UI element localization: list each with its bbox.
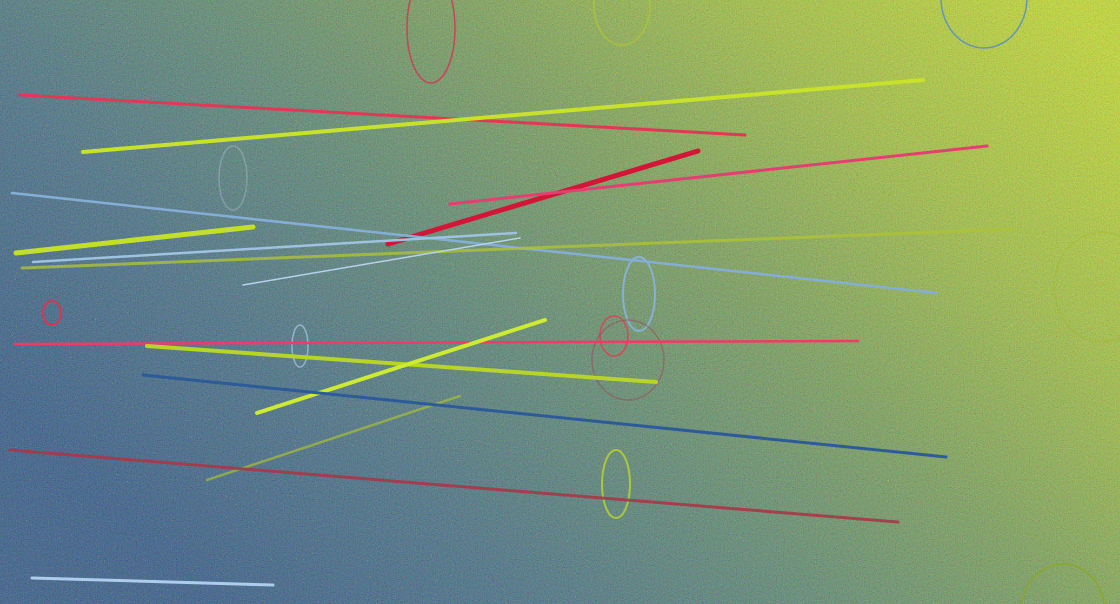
chartreuse-line-top-long	[81, 78, 925, 154]
yellow-ellipse-right-faint	[1053, 231, 1120, 343]
yellow-ellipse-bottom	[601, 449, 631, 519]
red-ellipse-mid	[599, 315, 629, 357]
yellow-ellipse-top-faint	[593, 0, 651, 46]
darkblue-line-long	[141, 373, 948, 459]
olive-circle-bottom-right	[1020, 563, 1106, 604]
steelblue-line-long	[10, 191, 938, 295]
pink-line-flat-mid	[13, 339, 860, 346]
lightblue-line-bottom	[30, 576, 275, 587]
olive-line-rising-dim	[205, 394, 462, 482]
lines-layer	[8, 78, 1017, 587]
ellipses-layer	[42, 0, 1120, 604]
pale-ellipse-left-faint	[218, 145, 248, 211]
olive-line-long	[20, 227, 1017, 270]
crimson-line-thick-mid	[385, 148, 701, 247]
blue-ellipse-top-right	[940, 0, 1028, 49]
pink-line-upper-right	[448, 144, 989, 206]
maroon-ellipse-big-faint	[591, 319, 665, 401]
red-ellipse-small-left	[42, 300, 62, 326]
lightblue-ellipse-mid	[622, 256, 656, 332]
red-ellipse-top	[406, 0, 456, 84]
steelblue-line-mid	[31, 231, 518, 264]
darkred-line-bottom	[8, 448, 900, 524]
chartreuse-line-descend	[145, 344, 658, 384]
red-line-top-left	[18, 93, 747, 137]
chartreuse-line-short-left	[13, 224, 256, 256]
blue-ellipse-small	[291, 324, 309, 368]
chartreuse-line-rising	[255, 318, 547, 415]
lightblue-line-thin	[242, 237, 521, 286]
